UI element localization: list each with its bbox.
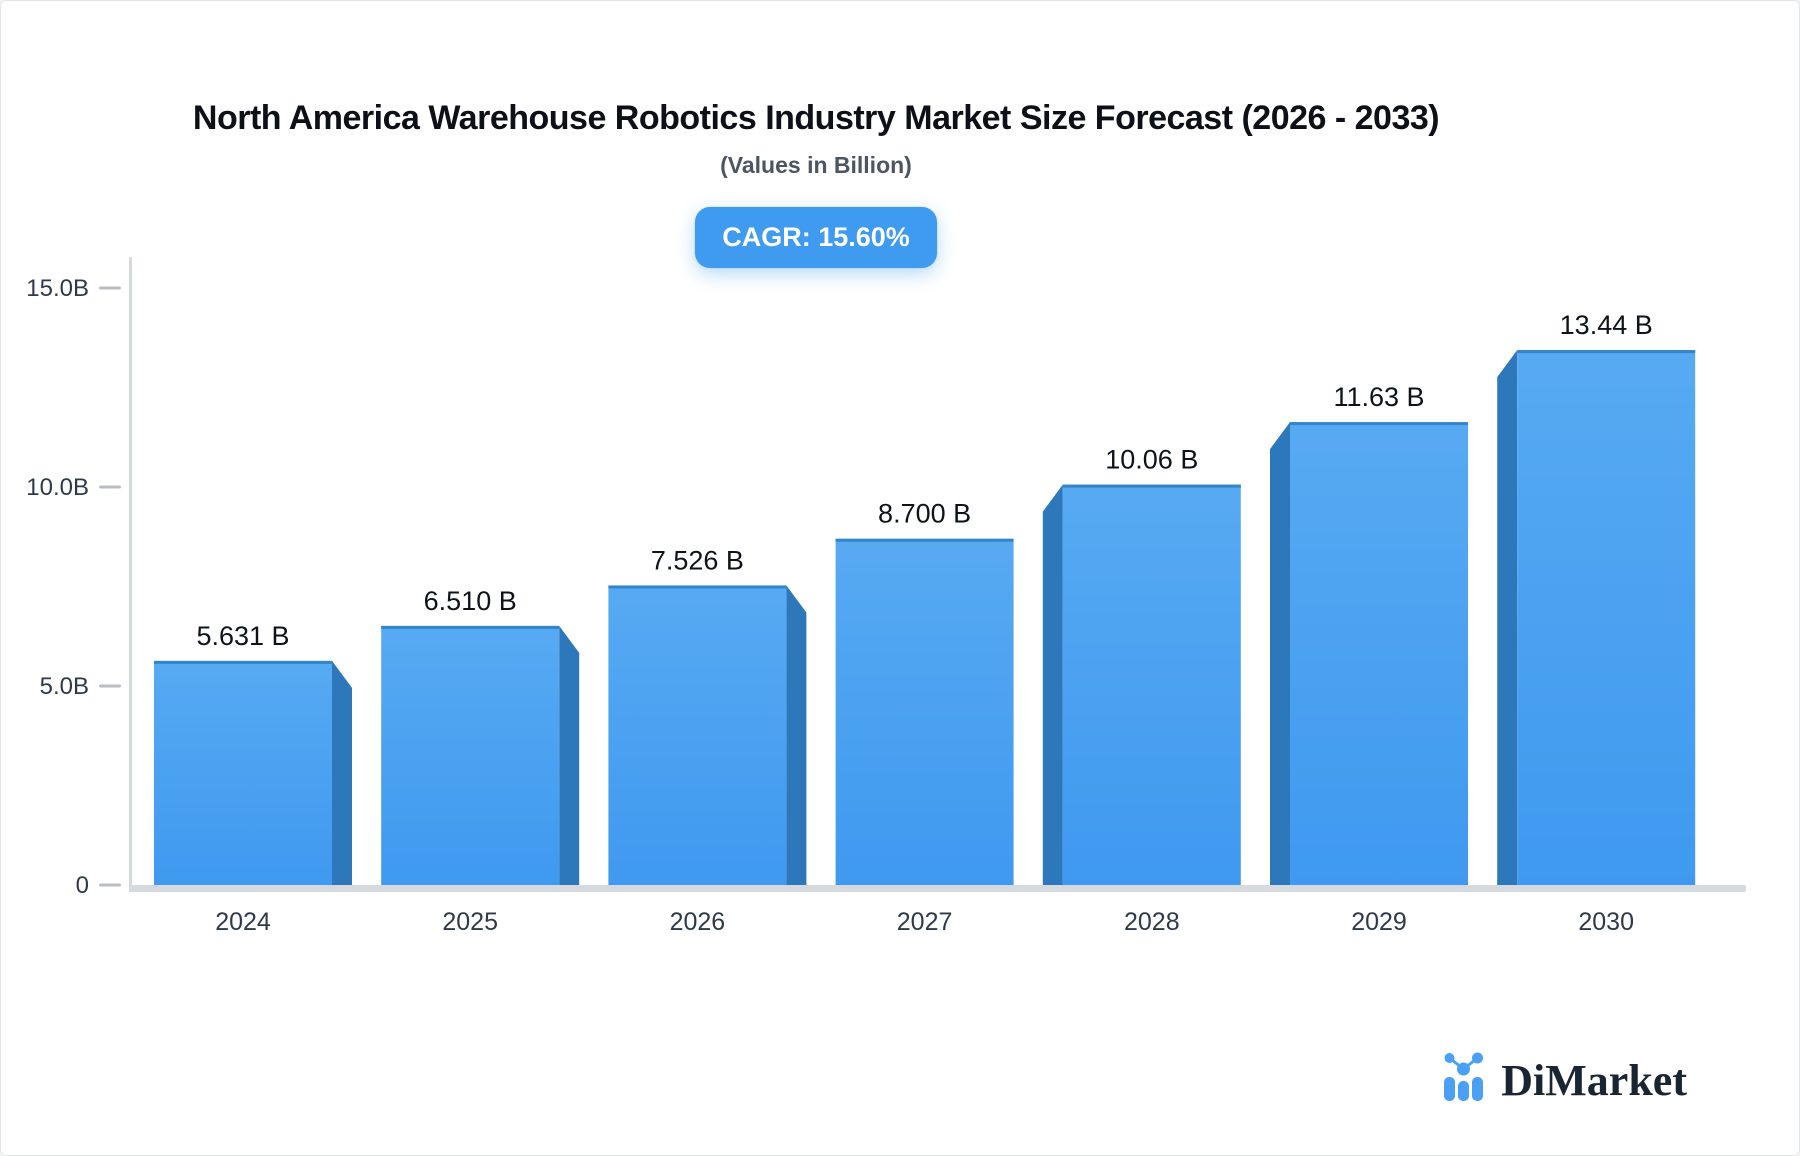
y-tick-label: 5.0B <box>40 673 89 700</box>
bar-2027: 8.700 B 2027 <box>835 499 1014 936</box>
y-tick-mark <box>99 883 121 887</box>
bar-side-face <box>332 660 352 889</box>
bar-front-face <box>1290 422 1468 889</box>
bar-value-label: 8.700 B <box>878 499 971 529</box>
bar-value-label: 13.44 B <box>1560 310 1653 340</box>
bar-top-edge <box>608 585 787 589</box>
bar-2024: 5.631 B 2024 <box>154 621 352 936</box>
cagr-badge: CAGR: 15.60% <box>695 207 937 268</box>
bar-top-edge <box>1290 422 1468 426</box>
bar-top-edge <box>835 538 1014 542</box>
bar-value-label: 7.526 B <box>651 545 744 575</box>
x-tick-label: 2029 <box>1351 908 1407 936</box>
y-tick-label: 0 <box>76 872 89 899</box>
x-axis-line <box>129 885 1746 892</box>
dimarket-logo-text: DiMarket <box>1501 1056 1687 1105</box>
bar-front-face <box>1062 484 1241 889</box>
bar-front-face <box>381 625 560 889</box>
bar-top-edge <box>1517 350 1696 354</box>
bar-side-face <box>1270 422 1290 889</box>
bar-2028: 10.06 B 2028 <box>1042 445 1241 936</box>
bar-2030: 13.44 B 2030 <box>1497 310 1696 936</box>
x-tick-label: 2028 <box>1124 908 1180 936</box>
bar-front-face <box>835 538 1014 889</box>
bar-front-face <box>154 660 332 889</box>
bar-top-edge <box>381 625 560 629</box>
bar-side-face <box>1042 484 1063 889</box>
bar-value-label: 10.06 B <box>1105 445 1198 475</box>
x-tick-label: 2030 <box>1578 908 1634 936</box>
bar-side-face <box>786 585 807 889</box>
bar-value-label: 11.63 B <box>1333 382 1424 412</box>
bar-side-face <box>559 625 580 889</box>
x-tick-label: 2024 <box>215 908 271 936</box>
chart-header: North America Warehouse Robotics Industr… <box>1 1 1631 268</box>
bar-2029: 11.63 B 2029 <box>1270 382 1468 936</box>
y-tick-mark <box>99 286 121 290</box>
bar-top-edge <box>1062 484 1241 488</box>
y-axis-line <box>129 257 132 892</box>
bar-side-face <box>1497 350 1518 889</box>
bar-2025: 6.510 B 2025 <box>381 586 580 936</box>
chart-title: North America Warehouse Robotics Industr… <box>192 99 1440 137</box>
y-tick-label: 15.0B <box>26 275 89 302</box>
chart-subtitle: (Values in Billion) <box>720 152 912 178</box>
dimarket-logo: DiMarket <box>1437 1051 1687 1103</box>
x-tick-label: 2027 <box>897 908 953 936</box>
mini-bar-line-chart-icon <box>1444 1052 1484 1101</box>
y-tick-label: 10.0B <box>26 474 89 501</box>
x-tick-label: 2025 <box>442 908 498 936</box>
bar-top-edge <box>154 660 332 664</box>
x-tick-label: 2026 <box>670 908 726 936</box>
y-tick-mark <box>99 684 121 688</box>
y-tick-mark <box>99 485 121 489</box>
bar-front-face <box>608 585 787 889</box>
bar-value-label: 6.510 B <box>424 586 517 616</box>
bar-2026: 7.526 B 2026 <box>608 545 807 936</box>
bar-front-face <box>1517 350 1696 889</box>
bar-value-label: 5.631 B <box>196 621 289 651</box>
